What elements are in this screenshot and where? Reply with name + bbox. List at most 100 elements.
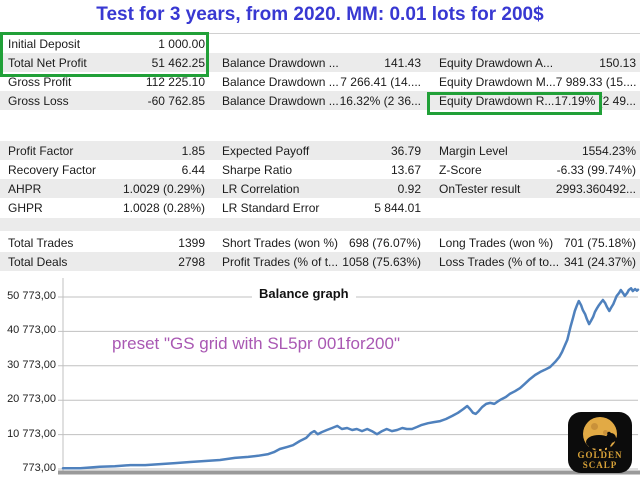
stat-cell: Short Trades (won %) 698 (76.07%) (222, 233, 421, 252)
stat-label: Short Trades (won %) (222, 235, 339, 250)
stat-cell: Gross Profit 112 225.10 (8, 72, 205, 91)
y-axis-tick-label: 10 773,00 (7, 427, 56, 440)
y-axis-tick-label: 30 773,00 (7, 358, 56, 371)
stat-cell: Equity Drawdown A... 150.13 (439, 53, 636, 72)
stat-value: 51 462.25 (151, 55, 205, 70)
stat-value: 2798 (178, 254, 205, 269)
bear-icon (586, 431, 619, 453)
table-row: Recovery Factor 6.44 Sharpe Ratio 13.67 Z-Sc… (0, 160, 640, 179)
table-top-border (0, 33, 640, 34)
stat-value: 1 000.00 (158, 36, 205, 51)
stat-value: 1.0029 (0.29%) (122, 181, 205, 196)
stat-value: 16.32% (2 36... (339, 93, 421, 108)
stat-cell: Equity Drawdown R... 17.19% (2 49... (439, 91, 636, 110)
page-title: Test for 3 years, from 2020. MM: 0.01 lo… (96, 4, 544, 25)
stat-label: Equity Drawdown R... (439, 93, 555, 108)
stat-label: Recovery Factor (8, 162, 97, 177)
stat-value: -6.33 (99.74%) (556, 162, 636, 177)
stat-label: GHPR (8, 200, 43, 215)
stat-cell: Balance Drawdown ... 141.43 (222, 53, 421, 72)
stat-value: 13.67 (390, 162, 421, 177)
stat-value: 150.13 (599, 55, 636, 70)
stat-value: 1399 (178, 235, 205, 250)
logo-text: GOLDEN SCALP (568, 450, 632, 470)
table-row: Total Deals 2798 Profit Trades (% of t... 1… (0, 252, 640, 271)
stat-cell: Expected Payoff 36.79 (222, 141, 421, 160)
stat-value: -60 762.85 (147, 93, 205, 108)
stat-label: Sharpe Ratio (222, 162, 293, 177)
stat-value: 701 (75.18%) (563, 235, 636, 250)
stat-cell: OnTester result 2993.360492... (439, 179, 636, 198)
logo-line1: GOLDEN (577, 450, 623, 460)
stat-label: Total Deals (8, 254, 68, 269)
stat-value: 1554.23% (581, 143, 636, 158)
table-row: Profit Factor 1.85 Expected Payoff 36.79 Mar… (0, 141, 640, 160)
stat-cell: Long Trades (won %) 701 (75.18%) (439, 233, 636, 252)
stat-cell: Initial Deposit 1 000.00 (8, 34, 205, 53)
y-axis-tick-label: 20 773,00 (7, 393, 56, 406)
y-axis-tick-label: 50 773,00 (7, 290, 56, 302)
stat-label: Loss Trades (% of to... (439, 254, 560, 269)
stat-cell: Margin Level 1554.23% (439, 141, 636, 160)
x-axis-baseline (58, 470, 640, 475)
logo-line2: SCALP (582, 460, 618, 470)
y-axis-tick-label: 40 773,00 (7, 324, 56, 337)
stat-value: 6.44 (181, 162, 205, 177)
stat-label: Total Trades (8, 235, 74, 250)
stat-cell: LR Standard Error 5 844.01 (222, 198, 421, 217)
stat-value: 341 (24.37%) (563, 254, 636, 269)
stat-value: 36.79 (390, 143, 421, 158)
table-separator-band (0, 218, 640, 231)
stat-label: Initial Deposit (8, 36, 81, 51)
stat-value: 7 989.33 (15.... (555, 74, 637, 89)
stat-label: LR Standard Error (222, 200, 320, 215)
stat-label: Expected Payoff (222, 143, 310, 158)
stat-label: Equity Drawdown M... (439, 74, 556, 89)
stat-cell: Profit Trades (% of t... 1058 (75.63%) (222, 252, 421, 271)
preset-watermark: preset "GS grid with SL5pr 001for200" (112, 334, 401, 353)
stat-value: 17.19% (2 49... (554, 93, 636, 108)
stat-value: 0.92 (397, 181, 421, 196)
table-row: Gross Loss -60 762.85 Balance Drawdown ...… (0, 91, 640, 110)
stat-label: Balance Drawdown ... (222, 74, 339, 89)
stat-label: Equity Drawdown A... (439, 55, 554, 70)
stat-value: 1.0028 (0.28%) (122, 200, 205, 215)
stat-label: AHPR (8, 181, 42, 196)
stat-cell: Z-Score -6.33 (99.74%) (439, 160, 636, 179)
stat-value: 112 225.10 (145, 74, 205, 89)
stat-cell: Total Trades 1399 (8, 233, 205, 252)
stat-value: 5 844.01 (374, 200, 421, 215)
stat-label: OnTester result (439, 181, 521, 196)
stat-label: Gross Profit (8, 74, 72, 89)
stat-cell: AHPR 1.0029 (0.29%) (8, 179, 205, 198)
table-row: Initial Deposit 1 000.00 (0, 34, 640, 53)
stat-label: Profit Factor (8, 143, 74, 158)
stat-cell: Gross Loss -60 762.85 (8, 91, 205, 110)
stat-value: 1058 (75.63%) (342, 254, 421, 269)
stat-label: Balance Drawdown ... (222, 93, 339, 108)
table-row: Gross Profit 112 225.10 Balance Drawdown .… (0, 72, 640, 91)
stat-label: LR Correlation (222, 181, 300, 196)
stat-value: 1.85 (181, 143, 205, 158)
stat-cell: Total Net Profit 51 462.25 (8, 53, 205, 72)
table-row: AHPR 1.0029 (0.29%) LR Correlation 0.92 OnTe… (0, 179, 640, 198)
stat-cell: Profit Factor 1.85 (8, 141, 205, 160)
stat-value: 698 (76.07%) (348, 235, 421, 250)
stat-cell: Balance Drawdown ... 16.32% (2 36... (222, 91, 421, 110)
stat-cell: Loss Trades (% of to... 341 (24.37%) (439, 252, 636, 271)
stat-label: Margin Level (439, 143, 508, 158)
stat-label: Gross Loss (8, 93, 69, 108)
balance-line (61, 287, 640, 470)
stat-cell: Balance Drawdown ... 7 266.41 (14.... (222, 72, 421, 91)
table-row: GHPR 1.0028 (0.28%) LR Standard Error 5 844… (0, 198, 640, 217)
stat-cell: Sharpe Ratio 13.67 (222, 160, 421, 179)
stat-value: 7 266.41 (14.... (340, 74, 421, 89)
stat-value: 141.43 (384, 55, 421, 70)
stat-cell: GHPR 1.0028 (0.28%) (8, 198, 205, 217)
stat-label: Total Net Profit (8, 55, 87, 70)
chart-title: Balance graph (252, 286, 356, 301)
golden-scalp-logo: GOLDEN SCALP (568, 412, 632, 473)
y-axis-tick-label: 773,00 (22, 462, 56, 474)
stat-cell: Total Deals 2798 (8, 252, 205, 271)
table-row: Total Net Profit 51 462.25 Balance Drawdow… (0, 53, 640, 72)
